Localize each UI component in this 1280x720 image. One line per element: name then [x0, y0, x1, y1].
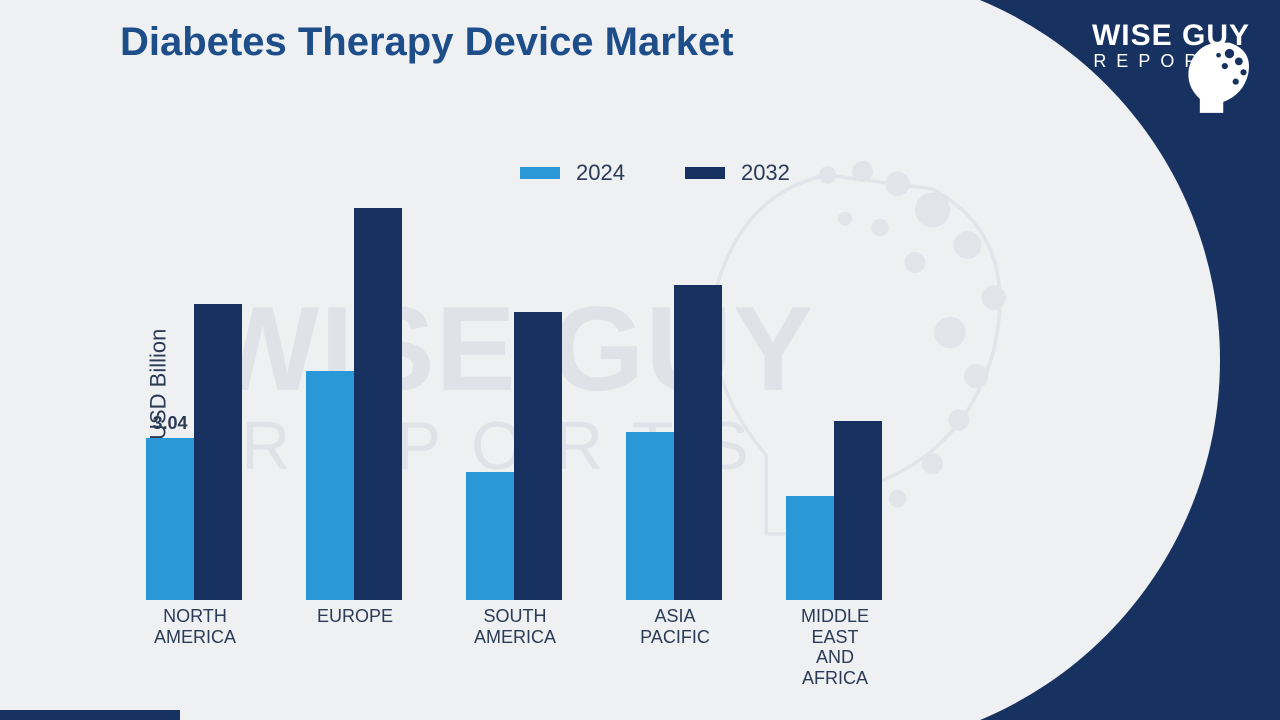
bar-na-2024	[146, 438, 194, 600]
bar-eu-2024	[306, 371, 354, 600]
bar-ap-2032	[674, 285, 722, 600]
bar-eu-2032	[354, 208, 402, 600]
brand-logo: WISE GUY REPORTS	[1092, 22, 1250, 70]
bar-mea-2032	[834, 421, 882, 600]
logo-text-line2: REPORTS	[1092, 53, 1250, 70]
right-panel	[955, 0, 1280, 720]
chart-title: Diabetes Therapy Device Market	[120, 20, 734, 65]
x-label-mea: MIDDLEEASTANDAFRICA	[775, 606, 895, 689]
bar-ap-2024	[626, 432, 674, 600]
canvas: WISE GUY REPORTS WISE GUY REPORTS	[0, 0, 1280, 720]
bar-sa-2024	[466, 472, 514, 600]
x-label-ap: ASIAPACIFIC	[615, 606, 735, 647]
bottom-accent-bar	[0, 710, 180, 720]
chart-area: Market Size in USD Billion 3.04 NORTHAME…	[90, 160, 940, 700]
x-label-eu: EUROPE	[295, 606, 415, 627]
plot-area: 3.04	[130, 200, 930, 600]
x-label-na: NORTHAMERICA	[135, 606, 255, 647]
bar-na-2032	[194, 304, 242, 600]
value-label-na-2024: 3.04	[146, 413, 194, 434]
x-label-sa: SOUTHAMERICA	[455, 606, 575, 647]
bar-mea-2024	[786, 496, 834, 600]
logo-text-line1: WISE GUY	[1092, 22, 1250, 51]
bar-sa-2032	[514, 312, 562, 600]
